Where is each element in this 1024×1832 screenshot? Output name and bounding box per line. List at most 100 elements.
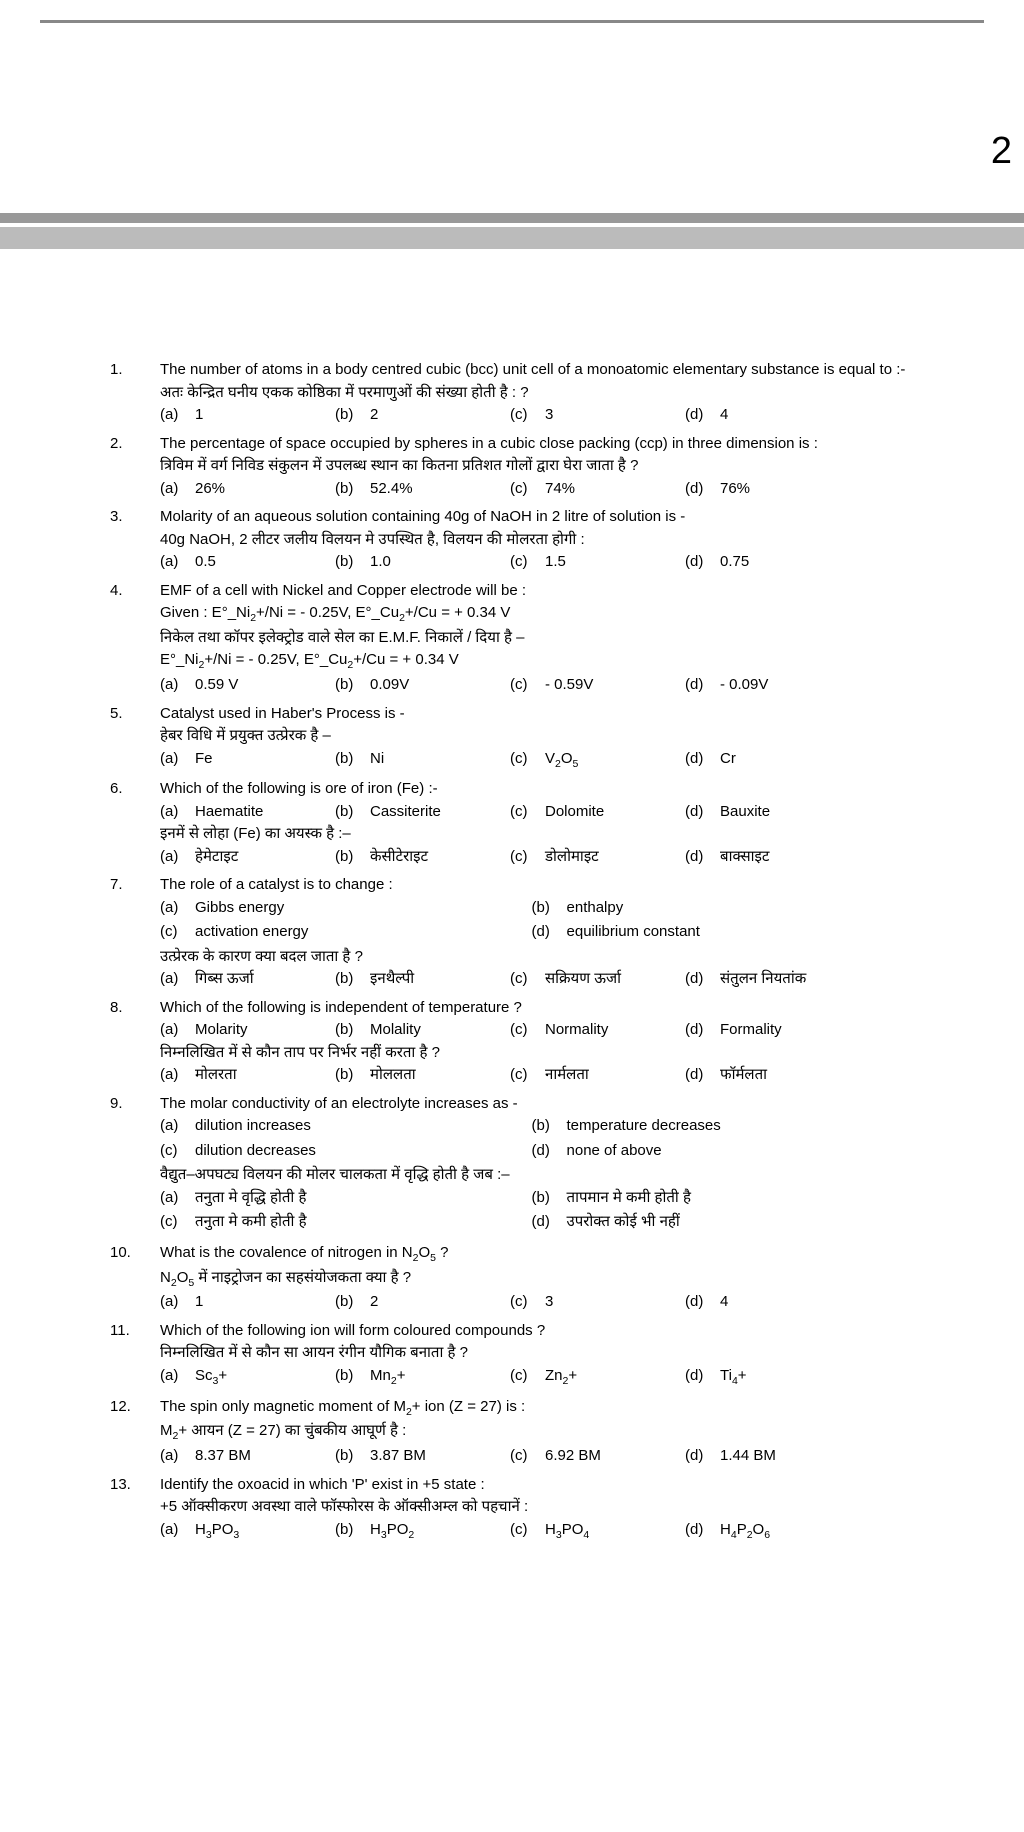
option-value: 1 <box>195 1291 325 1314</box>
question-body: Which of the following ion will form col… <box>160 1320 934 1390</box>
option-label: (d) <box>532 921 567 944</box>
question-text-hi: निकेल तथा कॉपर इलेक्ट्रोड वाले सेल का E.… <box>160 627 934 650</box>
option-value: H3PO3 <box>195 1519 325 1544</box>
option-value: H3PO4 <box>545 1519 675 1544</box>
option: (b)तापमान मे कमी होती है <box>532 1187 904 1210</box>
question-text-en: EMF of a cell with Nickel and Copper ele… <box>160 580 934 603</box>
option-value: 2 <box>370 1291 500 1314</box>
option-label: (c) <box>510 801 545 824</box>
question-text-hi: इनमें से लोहा (Fe) का अयस्क है :– <box>160 823 934 846</box>
option: (b)2 <box>335 1291 500 1314</box>
option: (d)equilibrium constant <box>532 921 904 944</box>
option: (d)4 <box>685 404 850 427</box>
option: (a)मोलरता <box>160 1064 325 1087</box>
option: (d)none of above <box>532 1140 904 1163</box>
option: (b)0.09V <box>335 674 500 697</box>
question-text-en: Which of the following is independent of… <box>160 997 934 1020</box>
question: 8.Which of the following is independent … <box>110 997 934 1087</box>
option-label: (a) <box>160 404 195 427</box>
option-value: Zn2+ <box>545 1365 675 1390</box>
option-value: equilibrium constant <box>567 921 700 944</box>
option-label: (a) <box>160 1519 195 1544</box>
question-text-en: The molar conductivity of an electrolyte… <box>160 1093 934 1116</box>
question-text-en: Molarity of an aqueous solution containi… <box>160 506 934 529</box>
question: 4.EMF of a cell with Nickel and Copper e… <box>110 580 934 697</box>
option-value: Fe <box>195 748 325 773</box>
option-value: हेमेटाइट <box>195 846 325 869</box>
option-label: (b) <box>335 846 370 869</box>
option: (b)H3PO2 <box>335 1519 500 1544</box>
option-label: (c) <box>510 478 545 501</box>
option: (b)केसीटेराइट <box>335 846 500 869</box>
divider-2 <box>0 227 1024 249</box>
question-text-hi: अतः केन्द्रित घनीय एकक कोष्ठिका में परमा… <box>160 382 934 405</box>
option-value: उपरोक्त कोई भी नहीं <box>567 1211 680 1234</box>
option-label: (b) <box>335 801 370 824</box>
option: (d)Ti4+ <box>685 1365 850 1390</box>
option-value: संतुलन नियतांक <box>720 968 850 991</box>
option-value: 76% <box>720 478 850 501</box>
option-value: none of above <box>567 1140 662 1163</box>
option-label: (d) <box>685 478 720 501</box>
option-label: (c) <box>160 1211 195 1234</box>
question: 3.Molarity of an aqueous solution contai… <box>110 506 934 574</box>
option-value: 0.59 V <box>195 674 325 697</box>
option-label: (d) <box>685 1519 720 1544</box>
option-value: V2O5 <box>545 748 675 773</box>
option: (c)नार्मलता <box>510 1064 675 1087</box>
option-value: 0.09V <box>370 674 500 697</box>
option-value: 3 <box>545 1291 675 1314</box>
question-given-hi: E°_Ni2+/Ni = - 0.25V, E°_Cu2+/Cu = + 0.3… <box>160 649 934 674</box>
option-value: Ti4+ <box>720 1365 850 1390</box>
option: (b)Molality <box>335 1019 500 1042</box>
question: 10.What is the covalence of nitrogen in … <box>110 1242 934 1314</box>
question-text-hi: त्रिविम में वर्ग निविड संकुलन में उपलब्ध… <box>160 455 934 478</box>
option: (a)Gibbs energy <box>160 897 532 920</box>
option: (d)0.75 <box>685 551 850 574</box>
question-body: The role of a catalyst is to change :(a)… <box>160 874 934 991</box>
option: (a)Fe <box>160 748 325 773</box>
option-label: (a) <box>160 748 195 773</box>
option-label: (a) <box>160 897 195 920</box>
question-number: 3. <box>110 506 160 574</box>
option: (d)Formality <box>685 1019 850 1042</box>
option-value: dilution increases <box>195 1115 311 1138</box>
option-value: फॉर्मलता <box>720 1064 850 1087</box>
option-label: (b) <box>335 1291 370 1314</box>
option: (b)2 <box>335 404 500 427</box>
option-label: (d) <box>532 1140 567 1163</box>
option-label: (a) <box>160 801 195 824</box>
option-label: (c) <box>510 968 545 991</box>
option-label: (b) <box>335 551 370 574</box>
option-value: नार्मलता <box>545 1064 675 1087</box>
option-value: Normality <box>545 1019 675 1042</box>
option-label: (a) <box>160 968 195 991</box>
option: (c)Normality <box>510 1019 675 1042</box>
option-label: (c) <box>510 1519 545 1544</box>
option: (c)Zn2+ <box>510 1365 675 1390</box>
question-number: 7. <box>110 874 160 991</box>
option-label: (d) <box>685 1445 720 1468</box>
option-value: सक्रियण ऊर्जा <box>545 968 675 991</box>
option-label: (c) <box>510 1445 545 1468</box>
option-label: (d) <box>532 1211 567 1234</box>
option-value: H4P2O6 <box>720 1519 850 1544</box>
option-value: 52.4% <box>370 478 500 501</box>
question-text-en: What is the covalence of nitrogen in N2O… <box>160 1242 934 1267</box>
option-label: (a) <box>160 1064 195 1087</box>
option-value: 74% <box>545 478 675 501</box>
option: (b)मोललता <box>335 1064 500 1087</box>
question-body: The molar conductivity of an electrolyte… <box>160 1093 934 1236</box>
question: 11.Which of the following ion will form … <box>110 1320 934 1390</box>
option: (a)Sc3+ <box>160 1365 325 1390</box>
option: (a)26% <box>160 478 325 501</box>
question-body: Molarity of an aqueous solution containi… <box>160 506 934 574</box>
option-value: 3 <box>545 404 675 427</box>
question-body: EMF of a cell with Nickel and Copper ele… <box>160 580 934 697</box>
option: (c)V2O5 <box>510 748 675 773</box>
question: 13.Identify the oxoacid in which 'P' exi… <box>110 1474 934 1544</box>
option: (b)enthalpy <box>532 897 904 920</box>
option-value: temperature decreases <box>567 1115 721 1138</box>
option-label: (b) <box>532 1187 567 1210</box>
question-text-hi: +5 ऑक्सीकरण अवस्था वाले फॉस्फोरस के ऑक्स… <box>160 1496 934 1519</box>
